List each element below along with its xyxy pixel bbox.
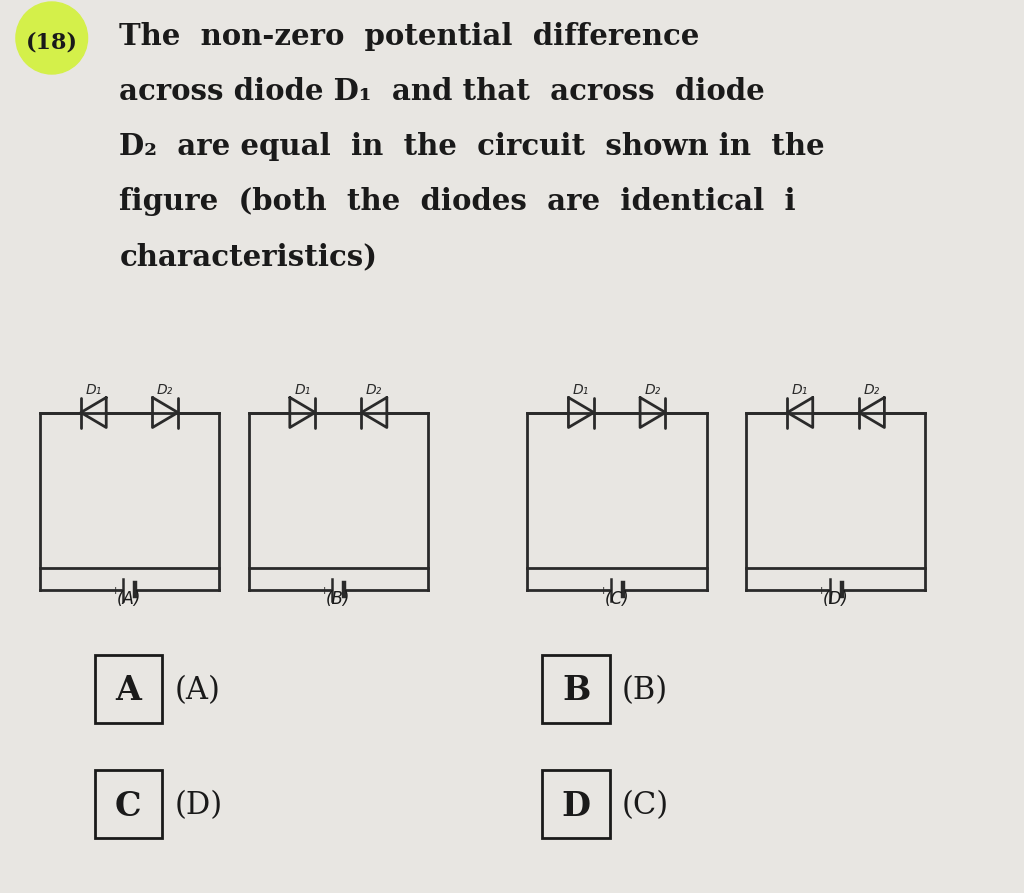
Text: D₂: D₂: [863, 382, 880, 396]
Text: D₁: D₁: [792, 382, 808, 396]
Text: (D): (D): [823, 590, 849, 608]
Text: characteristics): characteristics): [120, 242, 378, 271]
Text: The  non-zero  potential  difference: The non-zero potential difference: [120, 22, 699, 51]
Text: −: −: [138, 585, 148, 598]
Text: D₁: D₁: [573, 382, 589, 396]
Text: +: +: [817, 587, 826, 597]
Text: +: +: [598, 587, 607, 597]
Text: +: +: [111, 587, 120, 597]
Text: (B): (B): [622, 675, 668, 706]
Bar: [527, 413, 707, 567]
Bar: [543, 770, 610, 838]
Text: (D): (D): [174, 790, 222, 822]
Bar: [94, 655, 162, 723]
Text: (B): (B): [327, 590, 350, 608]
Text: C: C: [115, 789, 141, 822]
Text: +: +: [319, 587, 329, 597]
Text: D₁: D₁: [294, 382, 310, 396]
Text: (A): (A): [117, 590, 141, 608]
Text: B: B: [562, 674, 591, 707]
Bar: [40, 413, 219, 567]
Text: (C): (C): [622, 790, 669, 822]
Bar: [94, 770, 162, 838]
Text: D₁: D₁: [85, 382, 101, 396]
Text: A: A: [116, 674, 141, 707]
Bar: [249, 413, 428, 567]
Text: figure  (both  the  diodes  are  identical  i: figure (both the diodes are identical i: [120, 187, 796, 216]
Text: −: −: [845, 585, 855, 598]
Text: D: D: [561, 789, 591, 822]
Circle shape: [16, 2, 88, 74]
Text: across diode D₁  and that  across  diode: across diode D₁ and that across diode: [120, 77, 765, 106]
Bar: [543, 655, 610, 723]
Text: D₂: D₂: [366, 382, 382, 396]
Text: (18): (18): [26, 31, 78, 53]
Text: D₂: D₂: [645, 382, 660, 396]
Text: −: −: [347, 585, 357, 598]
Text: −: −: [626, 585, 636, 598]
Text: D₂: D₂: [157, 382, 173, 396]
Text: (C): (C): [604, 590, 630, 608]
Bar: [746, 413, 926, 567]
Text: (A): (A): [174, 675, 220, 706]
Text: D₂  are equal  in  the  circuit  shown in  the: D₂ are equal in the circuit shown in the: [120, 132, 825, 161]
